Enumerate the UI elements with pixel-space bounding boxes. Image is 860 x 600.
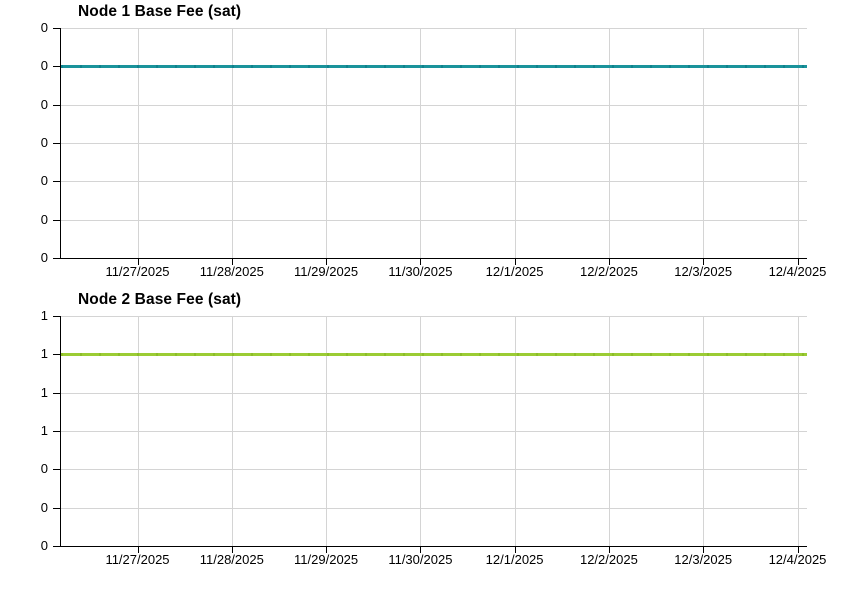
x-axis-tick [326, 258, 328, 265]
plot-area-node-1: 0 0 0 0 0 0 0 11/27/2025 11/28/2025 11/29/2025 11/… [41, 20, 827, 279]
chart-title-node-2: Node 2 Base Fee (sat) [78, 291, 242, 308]
y-axis-tick [53, 105, 61, 106]
x-axis-tick [137, 258, 139, 265]
y-axis-tick-label: 0 [40, 135, 48, 150]
x-axis-tick-label: 12/4/2025 [768, 552, 827, 567]
y-axis-tick-label: 0 [40, 58, 48, 73]
vertical-gridline [326, 28, 328, 258]
x-axis-tick [703, 546, 705, 553]
x-axis-tick [608, 258, 610, 265]
vertical-gridline [608, 316, 610, 546]
y-axis-tick [53, 28, 61, 29]
y-axis-tick-label: 0 [40, 97, 48, 112]
y-axis-tick [53, 546, 61, 547]
x-axis-tick-label: 11/27/2025 [105, 264, 170, 279]
x-axis-tick [231, 546, 233, 553]
y-axis-tick-label: 0 [40, 173, 48, 188]
y-axis-tick-label: 1 [40, 423, 48, 438]
chart-node-1-base-fee: Node 1 Base Fee (sat) 0 0 0 0 0 0 0 11/27/2025 1… [0, 0, 860, 288]
y-axis-tick [53, 258, 61, 259]
y-axis-tick [53, 354, 61, 355]
x-axis-tick [326, 546, 328, 553]
y-axis-tick [53, 393, 61, 394]
y-axis-tick-label: 0 [40, 250, 48, 265]
y-axis-tick [53, 66, 61, 67]
horizontal-gridline [61, 431, 807, 432]
plot-area-node-2: 1 1 1 1 0 0 0 11/27/2025 11/28/2025 11/29/2025 11/… [41, 308, 827, 567]
vertical-gridline [797, 28, 799, 258]
vertical-gridline [703, 316, 705, 546]
x-axis-tick-label: 11/30/2025 [388, 552, 453, 567]
horizontal-gridline [61, 28, 807, 29]
x-axis-tick-label: 11/29/2025 [294, 552, 359, 567]
y-axis-tick-label: 1 [40, 346, 48, 361]
vertical-gridline [326, 316, 328, 546]
x-axis-tick-label: 11/27/2025 [105, 552, 170, 567]
x-axis-tick [514, 546, 516, 553]
x-axis-tick-label: 12/2/2025 [579, 552, 638, 567]
x-axis-tick [514, 258, 516, 265]
chart-node-2-base-fee: Node 2 Base Fee (sat) 1 1 1 1 0 0 0 11/27/2025 1… [0, 288, 860, 576]
chart-title-node-1: Node 1 Base Fee (sat) [78, 3, 242, 20]
vertical-gridline [137, 28, 139, 258]
y-axis-tick-label: 0 [40, 461, 48, 476]
horizontal-gridline [61, 220, 807, 221]
horizontal-gridline [61, 316, 807, 317]
series-line [61, 65, 807, 68]
x-axis-tick [608, 546, 610, 553]
x-axis-tick-label: 12/2/2025 [579, 264, 638, 279]
y-axis-tick [53, 181, 61, 182]
horizontal-gridline [61, 393, 807, 394]
y-axis-tick [53, 316, 61, 317]
vertical-gridline [420, 316, 422, 546]
y-axis-tick-label: 1 [40, 308, 48, 323]
y-axis-tick [53, 508, 61, 509]
x-axis-tick-label: 12/3/2025 [674, 552, 733, 567]
horizontal-gridline [61, 508, 807, 509]
vertical-gridline [608, 28, 610, 258]
series-line [61, 353, 807, 356]
vertical-gridline [703, 28, 705, 258]
x-axis-tick [420, 546, 422, 553]
y-axis-tick-label: 0 [40, 538, 48, 553]
x-axis-tick-label: 11/30/2025 [388, 264, 453, 279]
horizontal-gridline [61, 143, 807, 144]
x-axis-tick-label: 11/28/2025 [199, 552, 264, 567]
y-axis-tick-label: 1 [40, 385, 48, 400]
x-axis-tick-label: 11/29/2025 [294, 264, 359, 279]
x-axis-tick [137, 546, 139, 553]
vertical-gridline [514, 28, 516, 258]
x-axis-tick-label: 12/1/2025 [485, 264, 544, 279]
horizontal-gridline [61, 181, 807, 182]
y-axis-tick [53, 143, 61, 144]
y-axis-tick [53, 431, 61, 432]
x-axis-tick [231, 258, 233, 265]
x-axis-tick-label: 11/28/2025 [199, 264, 264, 279]
x-axis-tick-label: 12/4/2025 [768, 264, 827, 279]
y-axis-tick-label: 0 [40, 500, 48, 515]
y-axis-tick [53, 469, 61, 470]
vertical-gridline [231, 316, 233, 546]
horizontal-gridline [61, 469, 807, 470]
x-axis-tick-label: 12/1/2025 [485, 552, 544, 567]
vertical-gridline [420, 28, 422, 258]
x-axis-tick-label: 12/3/2025 [674, 264, 733, 279]
vertical-gridline [514, 316, 516, 546]
y-axis-tick-label: 0 [40, 20, 48, 35]
y-axis-tick-label: 0 [40, 212, 48, 227]
horizontal-gridline [61, 105, 807, 106]
y-axis-tick [53, 220, 61, 221]
x-axis-tick [420, 258, 422, 265]
x-axis-tick [797, 258, 799, 265]
x-axis-tick [797, 546, 799, 553]
x-axis-tick [703, 258, 705, 265]
vertical-gridline [797, 316, 799, 546]
vertical-gridline [231, 28, 233, 258]
vertical-gridline [137, 316, 139, 546]
